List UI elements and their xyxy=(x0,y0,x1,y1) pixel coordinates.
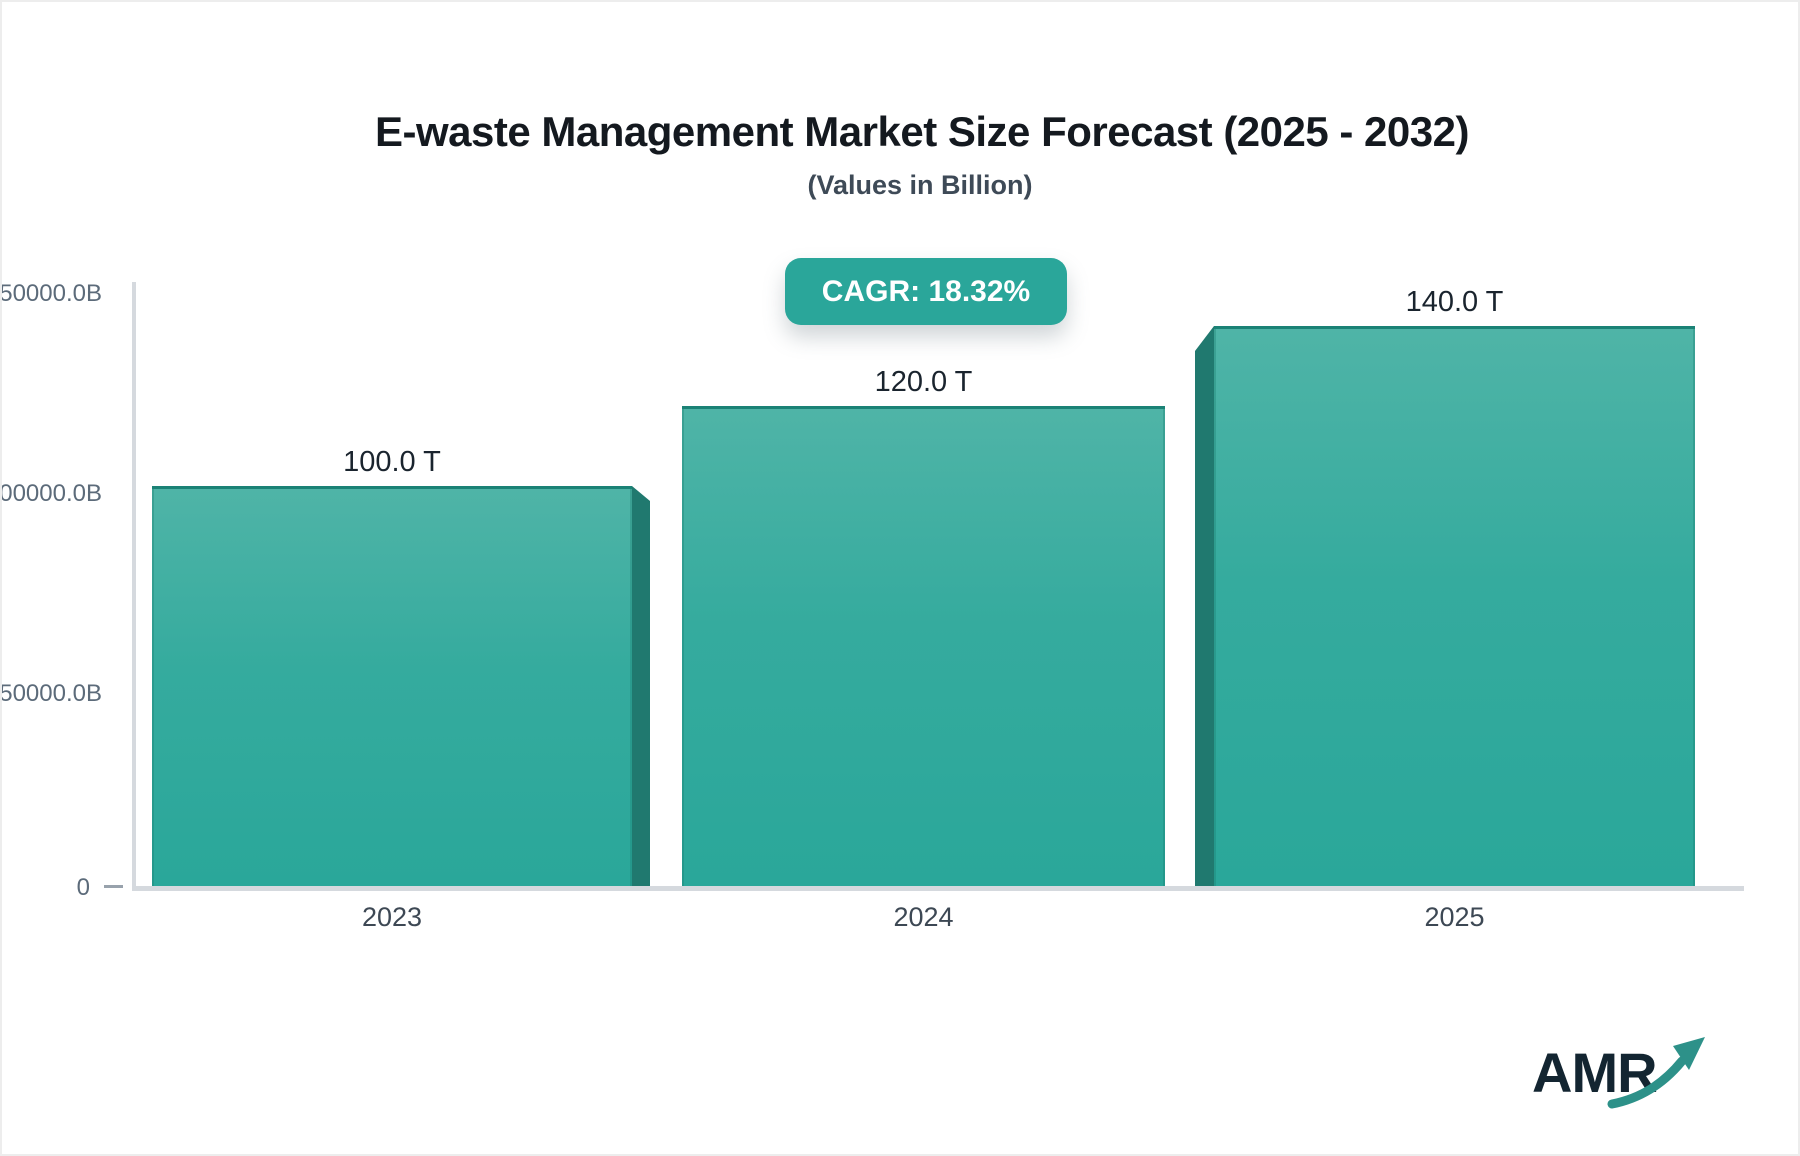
y-tick-label: 0 xyxy=(76,874,90,901)
amr-logo: AMR xyxy=(1532,1037,1705,1109)
bar-3d-side-shade xyxy=(1195,326,1214,886)
y-tick-label: 00000.0B xyxy=(0,480,102,507)
bar-3d-side-shade xyxy=(632,486,650,886)
x-tick-label: 2025 xyxy=(1424,902,1485,932)
zero-tick-dash xyxy=(104,885,123,888)
bar-2025 xyxy=(1214,326,1695,886)
growth-arrow-head-icon xyxy=(1673,1037,1705,1070)
x-tick-label: 2023 xyxy=(361,902,423,932)
chart-subtitle: (Values in Billion) xyxy=(807,170,1033,200)
y-tick-label: 50000.0B xyxy=(0,680,102,707)
chart-title: E-waste Management Market Size Forecast … xyxy=(375,108,1469,155)
y-axis-line xyxy=(132,282,136,890)
bar-value-label: 120.0 T xyxy=(874,366,973,398)
y-tick-label: 50000.0B xyxy=(0,280,102,307)
x-axis-line xyxy=(132,886,1744,891)
growth-arrow-icon xyxy=(1607,1056,1687,1109)
x-tick-label: 2024 xyxy=(893,902,954,932)
bar-2023 xyxy=(152,486,632,886)
cagr-badge: CAGR: 18.32% xyxy=(785,258,1067,325)
bar-value-label: 100.0 T xyxy=(343,446,441,478)
bar-value-label: 140.0 T xyxy=(1405,286,1504,318)
bar-2024 xyxy=(682,406,1165,886)
